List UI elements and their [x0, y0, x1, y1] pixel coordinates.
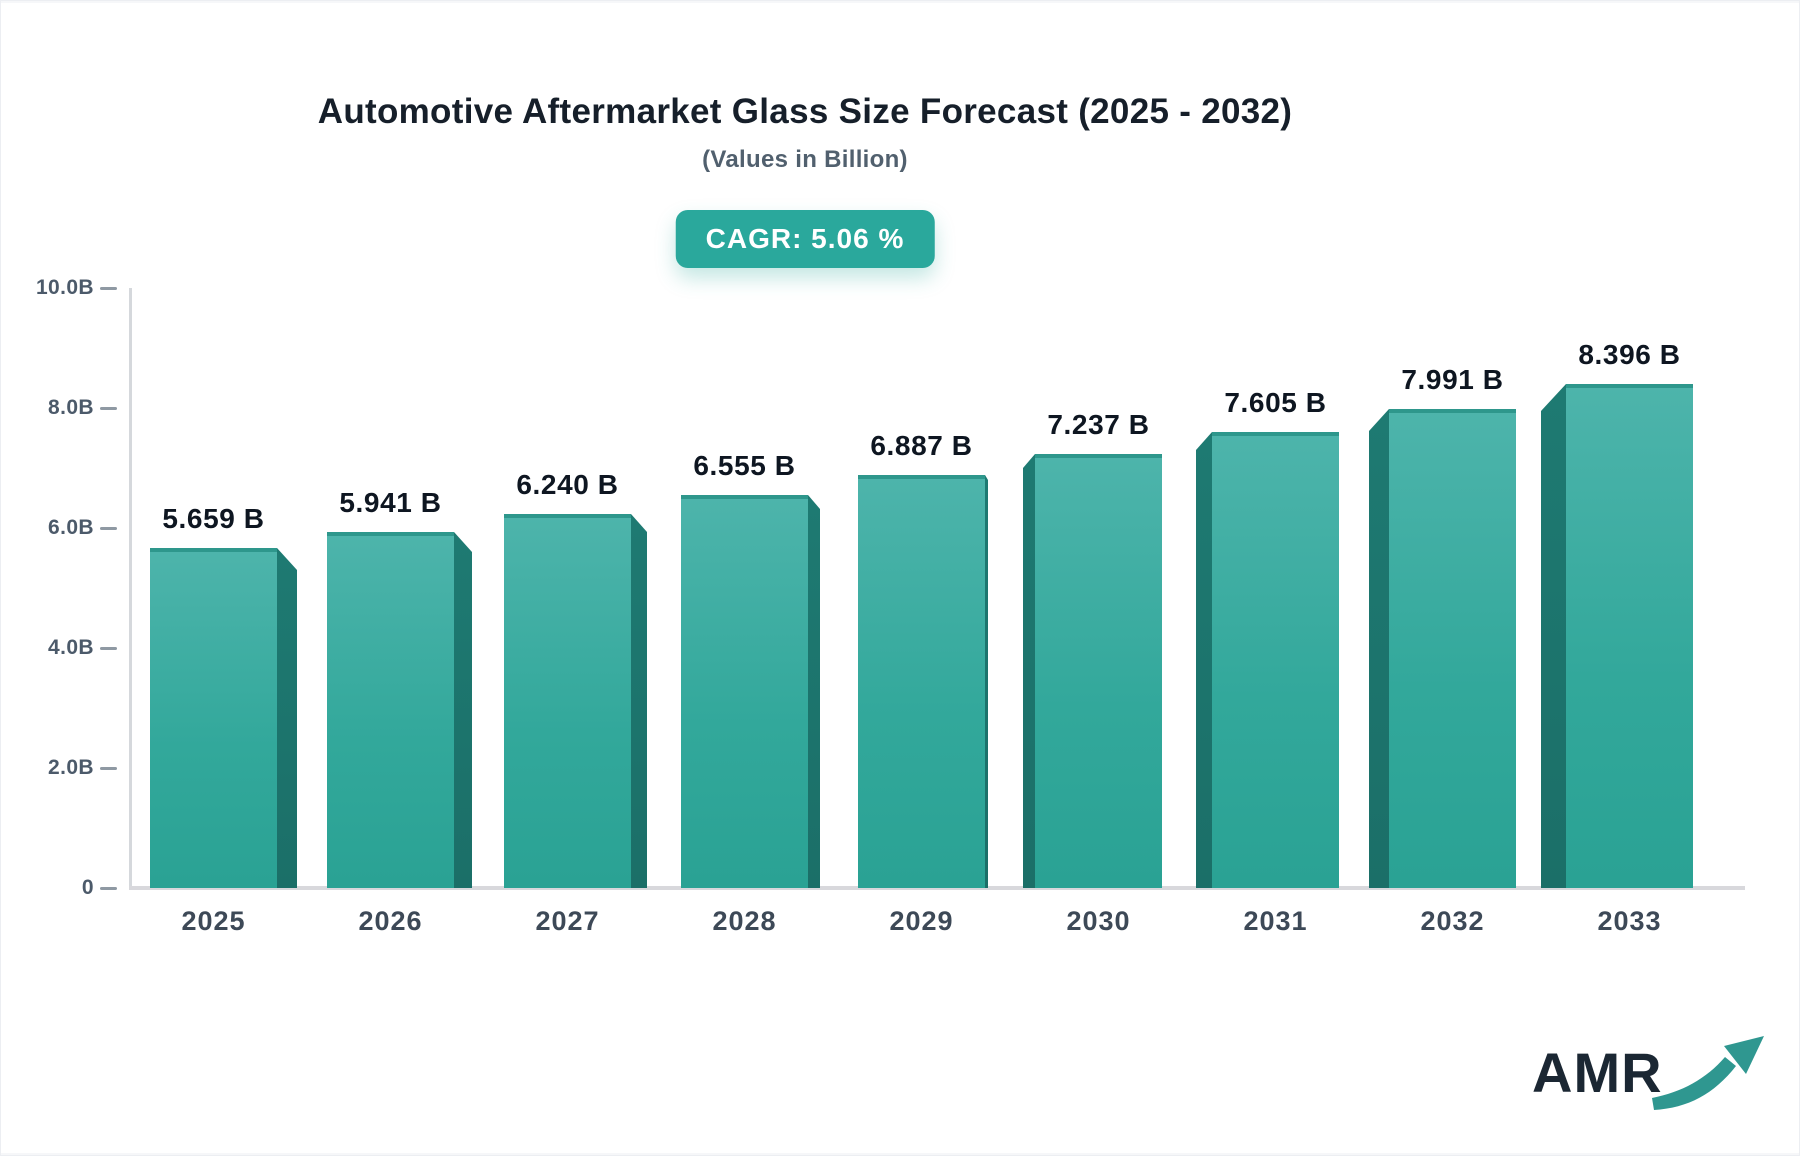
- bar-value-label: 5.941 B: [339, 487, 442, 518]
- bar-2027[interactable]: 6.240 B 2027: [504, 469, 647, 936]
- bar-face: [681, 495, 808, 888]
- bar-3d-side: [808, 495, 820, 888]
- x-axis-label: 2028: [712, 906, 777, 936]
- y-axis-tick-label: 4.0B: [48, 636, 94, 659]
- y-axis-line: [129, 288, 132, 888]
- amr-logo-text: AMR: [1532, 1041, 1663, 1104]
- bar-2025[interactable]: 5.659 B 2025: [150, 503, 297, 936]
- x-axis-label: 2029: [889, 906, 954, 936]
- y-axis-tick-label: 6.0B: [48, 516, 94, 539]
- x-axis-label: 2025: [181, 906, 246, 936]
- bar-value-label: 7.605 B: [1224, 387, 1327, 418]
- y-axis-tick-label: 10.0B: [35, 276, 94, 299]
- bar-2031[interactable]: 7.605 B 2031: [1196, 387, 1339, 936]
- bar-face: [1566, 384, 1693, 888]
- x-axis-label: 2032: [1420, 906, 1485, 936]
- bar-face: [1389, 409, 1516, 888]
- bar-face: [327, 532, 454, 888]
- bar-value-label: 6.240 B: [516, 469, 619, 500]
- bar-3d-side: [1023, 454, 1035, 888]
- bar-2029[interactable]: 6.887 B 2029: [858, 430, 988, 936]
- y-axis-tick-mark: [100, 767, 117, 770]
- bar-3d-side: [1541, 384, 1566, 888]
- x-axis-label: 2030: [1066, 906, 1131, 936]
- chart-title: Automotive Aftermarket Glass Size Foreca…: [317, 92, 1293, 131]
- y-axis-tick-label: 8.0B: [48, 396, 94, 419]
- bar-face: [1212, 432, 1339, 888]
- bar-2028[interactable]: 6.555 B 2028: [681, 450, 820, 936]
- bar-face: [504, 514, 631, 888]
- bar-2033[interactable]: 8.396 B 2033: [1541, 339, 1693, 936]
- bar-2026[interactable]: 5.941 B 2026: [327, 487, 472, 936]
- y-axis-tick-mark: [100, 887, 117, 890]
- y-axis-tick-label: 2.0B: [48, 756, 94, 779]
- bar-face: [1035, 454, 1162, 888]
- bar-2032[interactable]: 7.991 B 2032: [1369, 364, 1516, 936]
- bar-3d-side: [454, 532, 472, 888]
- x-axis-label: 2031: [1243, 906, 1308, 936]
- bar-face: [150, 548, 277, 888]
- amr-logo: AMR: [1532, 1034, 1764, 1114]
- x-axis-label: 2026: [358, 906, 423, 936]
- bar-3d-side: [1369, 409, 1389, 888]
- bar-face: [858, 475, 985, 888]
- x-axis-line: [129, 886, 1745, 890]
- bar-3d-side: [631, 514, 647, 888]
- bar-value-label: 7.237 B: [1047, 409, 1150, 440]
- x-axis-label: 2033: [1597, 906, 1662, 936]
- bar-3d-side: [985, 475, 988, 888]
- bar-value-label: 8.396 B: [1578, 339, 1681, 370]
- bar-value-label: 6.887 B: [870, 430, 973, 461]
- bar-value-label: 6.555 B: [693, 450, 796, 481]
- y-axis-tick-mark: [100, 407, 117, 410]
- cagr-badge: CAGR: 5.06 %: [675, 210, 935, 268]
- bar-3d-side: [277, 548, 297, 888]
- x-axis-label: 2027: [535, 906, 600, 936]
- bar-2030[interactable]: 7.237 B 2030: [1023, 409, 1162, 936]
- chart-header: Automotive Aftermarket Glass Size Foreca…: [318, 92, 1293, 268]
- bar-value-label: 7.991 B: [1401, 364, 1504, 395]
- bar-3d-side: [1196, 432, 1212, 888]
- growth-arrow-icon: [1652, 1036, 1764, 1110]
- y-axis-tick-mark: [100, 647, 117, 650]
- bar-value-label: 5.659 B: [162, 503, 265, 534]
- y-axis-tick-label: 0: [81, 876, 94, 899]
- y-axis-tick-mark: [100, 527, 117, 530]
- chart-subtitle: (Values in Billion): [702, 146, 908, 173]
- y-axis-tick-mark: [100, 287, 117, 290]
